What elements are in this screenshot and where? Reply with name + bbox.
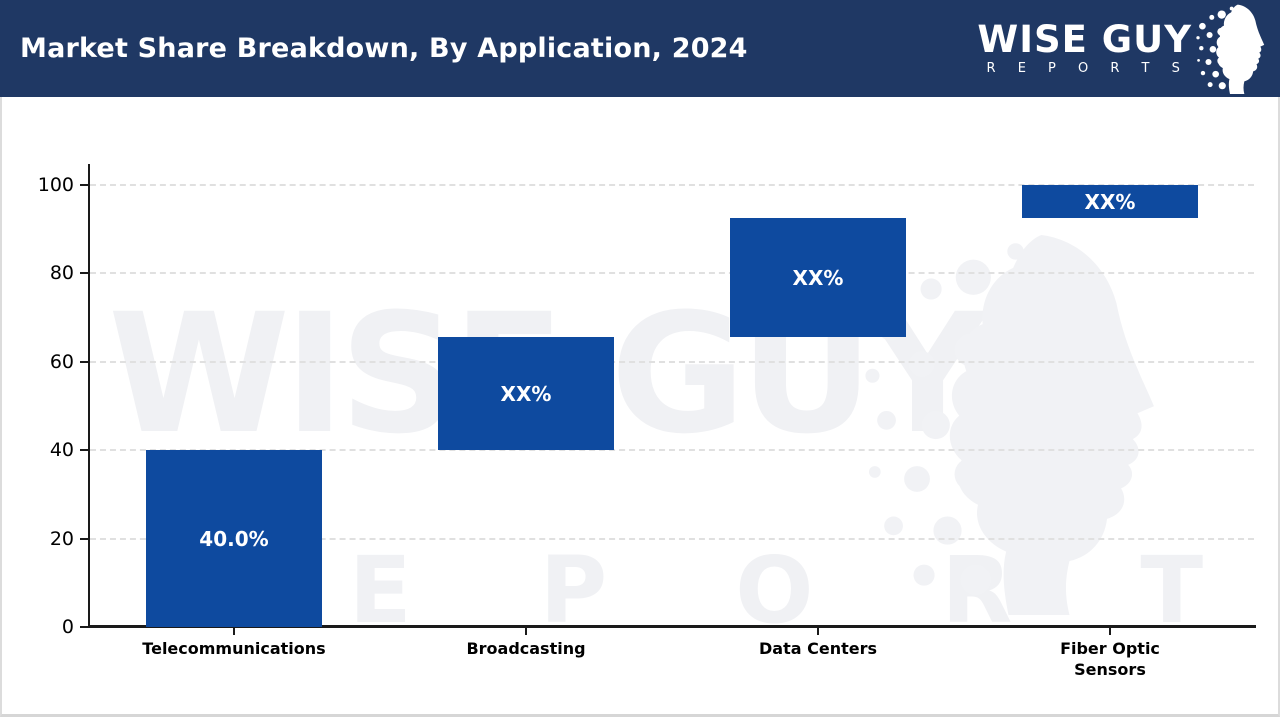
bar-value-label: XX%	[1084, 189, 1136, 214]
gridline-100	[90, 184, 1254, 186]
y-tick-mark-100	[80, 184, 88, 186]
y-tick-label-20: 20	[49, 527, 74, 550]
bar-value-label: XX%	[500, 381, 552, 406]
x-tick-mark-2	[817, 628, 819, 635]
plot-area: 0 20 40 60 80 100 Telecommunications Broadcasti…	[38, 164, 1256, 679]
y-tick-mark-60	[80, 360, 88, 363]
y-tick-mark-0	[80, 626, 88, 628]
x-axis-line	[88, 625, 1256, 628]
bar-value-label: 40.0%	[199, 526, 269, 551]
logo-wise-guy-text: WISE GUY	[977, 18, 1192, 61]
logo-reports-text: R E P O R T S	[986, 61, 1189, 76]
y-tick-label-60: 60	[49, 350, 74, 373]
bar-broadcasting: XX%	[438, 337, 614, 451]
y-tick-label-100: 100	[37, 174, 74, 196]
x-tick-mark-0	[233, 628, 235, 635]
chart-title: Market Share Breakdown, By Application, …	[20, 33, 748, 64]
x-tick-label-3: Fiber Optic Sensors	[1060, 639, 1160, 679]
gridline-60	[90, 360, 1254, 363]
bar-telecommunications: 40.0%	[146, 450, 322, 627]
y-tick-mark-80	[80, 272, 88, 275]
watermark-reports: R E P O R T S	[150, 537, 1280, 644]
y-tick-mark-40	[80, 449, 88, 452]
gridline-80	[90, 272, 1254, 275]
x-tick-label-2: Data Centers	[759, 639, 877, 658]
bar-value-label: XX%	[792, 265, 844, 290]
x-tick-mark-3	[1109, 628, 1111, 635]
gridline-20	[90, 537, 1254, 540]
logo-face-icon	[1194, 3, 1266, 94]
header-band: Market Share Breakdown, By Application, …	[0, 0, 1280, 97]
x-tick-label-0: Telecommunications	[142, 639, 326, 658]
bar-fiber-optic-sensors: XX%	[1022, 185, 1198, 219]
y-tick-label-0: 0	[61, 616, 74, 638]
logo-text: WISE GUY R E P O R T S	[977, 21, 1192, 76]
wise-guy-reports-logo: WISE GUY R E P O R T S	[977, 3, 1266, 94]
x-tick-label-1: Broadcasting	[466, 639, 586, 658]
x-tick-mark-1	[525, 628, 527, 635]
bar-data-centers: XX%	[730, 218, 906, 338]
y-tick-label-80: 80	[49, 262, 74, 285]
y-axis-line	[88, 164, 90, 627]
gridline-40	[90, 449, 1254, 452]
y-tick-mark-20	[80, 537, 88, 540]
y-tick-label-40: 40	[49, 439, 74, 462]
